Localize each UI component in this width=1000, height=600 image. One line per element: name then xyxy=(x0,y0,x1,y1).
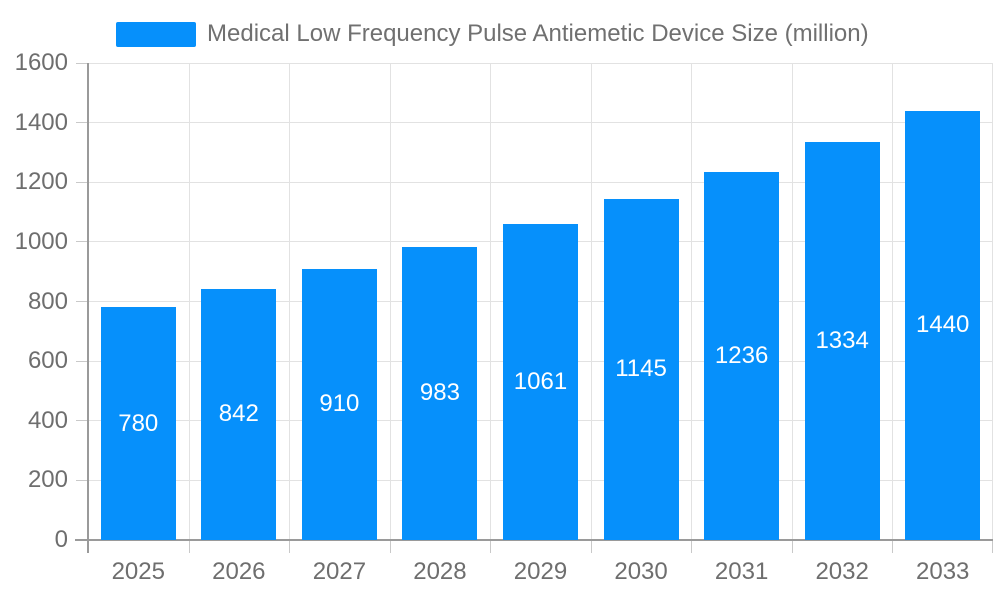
y-axis-tick-800 xyxy=(76,301,88,302)
x-axis-line xyxy=(75,539,993,541)
y-axis-label-400: 400 xyxy=(27,406,68,434)
y-axis-tick-1200 xyxy=(76,181,88,183)
gridline-h-1600 xyxy=(88,62,993,64)
bar-2025[interactable]: 780 xyxy=(100,307,176,540)
bar-2032[interactable]: 1334 xyxy=(804,142,880,540)
x-axis-label-2027: 2027 xyxy=(312,558,367,585)
x-axis-tick-8 xyxy=(892,540,894,553)
gridline-v-9 xyxy=(992,63,993,540)
gridline-v-5 xyxy=(590,63,592,540)
bar-2027[interactable]: 910 xyxy=(301,268,377,540)
x-axis-label-2030: 2030 xyxy=(614,558,668,585)
gridline-v-4 xyxy=(490,63,492,540)
bar-value-label-2032: 1334 xyxy=(815,327,869,355)
y-axis-tick-1600 xyxy=(76,62,88,64)
legend[interactable]: Medical Low Frequency Pulse Antiemetic D… xyxy=(116,20,869,48)
y-axis-tick-200 xyxy=(76,479,88,481)
y-axis-line xyxy=(87,63,89,553)
y-axis-label-1400: 1400 xyxy=(14,108,68,136)
bar-value-label-2028: 983 xyxy=(419,379,460,407)
y-axis-label-1000: 1000 xyxy=(14,227,68,255)
y-axis-tick-400 xyxy=(76,420,88,422)
x-axis-label-2028: 2028 xyxy=(413,558,467,585)
x-axis-label-2025: 2025 xyxy=(111,558,165,585)
bar-2026[interactable]: 842 xyxy=(201,288,277,540)
y-axis-label-600: 600 xyxy=(27,347,68,375)
y-axis-label-1600: 1600 xyxy=(14,49,68,76)
y-axis-label-1200: 1200 xyxy=(14,168,68,196)
y-axis-label-800: 800 xyxy=(27,287,68,315)
bar-value-label-2027: 910 xyxy=(319,390,360,418)
bar-value-label-2025: 780 xyxy=(118,409,159,437)
bar-2028[interactable]: 983 xyxy=(402,246,478,540)
gridline-v-7 xyxy=(791,63,793,540)
gridline-v-2 xyxy=(289,63,291,540)
bar-value-label-2033: 1440 xyxy=(916,311,970,339)
bar-2030[interactable]: 1145 xyxy=(603,198,679,540)
bar-2029[interactable]: 1061 xyxy=(503,223,578,540)
plot-area: 0 200 400 600 800 1000 1200 1400 1600 780 2025 842 2… xyxy=(15,49,993,585)
x-axis-label-2026: 2026 xyxy=(212,558,266,585)
gridline-h-1200 xyxy=(88,181,993,183)
y-axis-label-200: 200 xyxy=(27,466,68,494)
gridline-v-8 xyxy=(892,63,894,540)
gridline-v-1 xyxy=(188,63,190,540)
legend-swatch[interactable] xyxy=(116,21,196,47)
gridline-v-6 xyxy=(691,63,693,540)
y-axis-tick-1000 xyxy=(76,241,88,243)
bar-value-label-2026: 842 xyxy=(218,400,259,428)
x-axis-label-2033: 2033 xyxy=(916,558,970,585)
x-axis-tick-3 xyxy=(389,540,391,553)
x-axis-tick-4 xyxy=(490,540,492,553)
x-axis-tick-1 xyxy=(188,540,190,553)
gridline-v-3 xyxy=(389,63,391,540)
x-axis-label-2031: 2031 xyxy=(714,558,769,585)
x-axis-tick-7 xyxy=(791,540,793,553)
x-axis-tick-6 xyxy=(691,540,693,553)
x-axis-tick-9 xyxy=(992,540,993,553)
x-axis-tick-2 xyxy=(289,540,291,553)
x-axis-label-2029: 2029 xyxy=(513,558,568,585)
bar-2033[interactable]: 1440 xyxy=(905,110,981,540)
y-axis-tick-1400 xyxy=(76,122,88,124)
gridline-h-1400 xyxy=(88,122,993,124)
y-axis-label-0: 0 xyxy=(54,526,68,553)
y-axis-tick-600 xyxy=(76,360,88,362)
bar-value-label-2029: 1061 xyxy=(513,367,568,395)
x-axis-tick-5 xyxy=(590,540,592,553)
x-axis-label-2032: 2032 xyxy=(815,558,869,585)
bar-2031[interactable]: 1236 xyxy=(704,171,780,540)
legend-label: Medical Low Frequency Pulse Antiemetic D… xyxy=(207,20,869,47)
bar-value-label-2030: 1145 xyxy=(615,355,667,383)
bar-value-label-2031: 1236 xyxy=(714,341,769,369)
